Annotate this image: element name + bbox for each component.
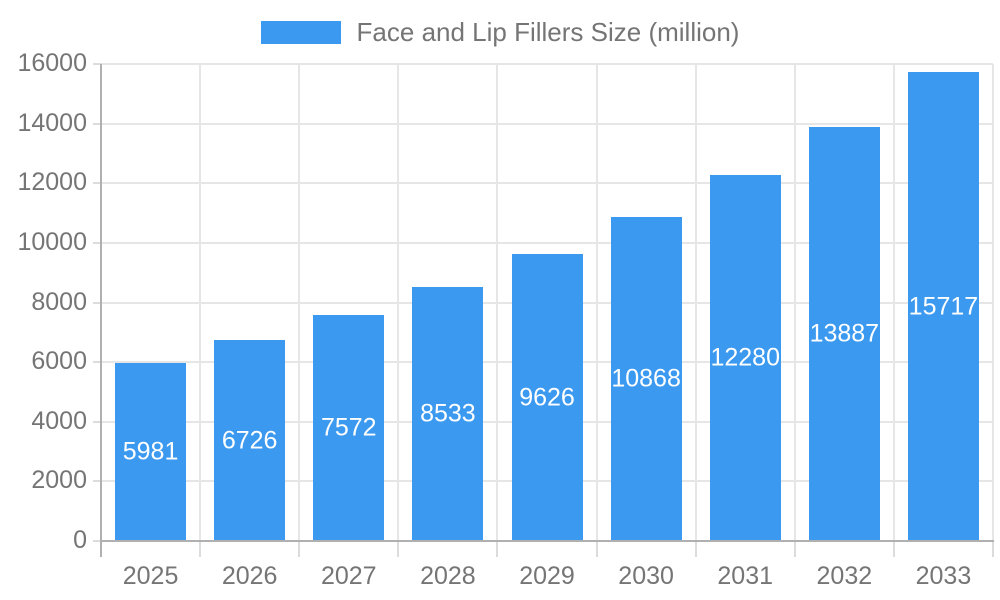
x-axis-tick [892,541,895,557]
y-gridline [101,241,993,244]
x-axis-label: 2030 [618,562,674,590]
y-axis-tick [93,241,101,244]
y-axis-label: 4000 [31,406,87,435]
x-gridline [992,64,994,541]
y-axis-tick [93,122,101,125]
x-gridline [892,64,895,541]
legend-label: Face and Lip Fillers Size (million) [356,17,740,47]
x-axis-tick [496,541,499,557]
bar-2030[interactable] [610,216,682,541]
y-axis-label: 12000 [17,168,87,197]
y-axis-tick [93,361,101,364]
x-gridline [199,64,202,541]
x-axis-tick [100,541,102,557]
x-gridline [595,64,598,541]
x-axis-tick [199,541,202,557]
x-axis-label: 2029 [519,562,575,590]
x-gridline [397,64,400,541]
y-axis-tick [93,182,101,185]
y-axis-label: 6000 [31,347,87,376]
y-axis-tick [93,301,101,304]
y-axis-tick [93,420,101,423]
x-axis-label: 2028 [420,562,476,590]
bar-2027[interactable] [313,315,385,541]
x-axis-tick [694,541,697,557]
bar-2032[interactable] [808,126,880,541]
bar-value-label: 13887 [809,319,880,348]
x-gridline [496,64,499,541]
y-gridline [101,122,993,125]
y-axis-tick [93,540,101,542]
x-axis-label: 2032 [816,562,873,590]
y-axis-line [100,64,102,541]
bar-2029[interactable] [511,254,583,541]
x-axis-tick [793,541,796,557]
bar-value-label: 9626 [519,383,575,411]
y-axis-tick [93,480,101,483]
y-gridline [101,63,993,65]
x-gridline [793,64,796,541]
x-axis-tick [595,541,598,557]
bar-2033[interactable] [907,72,979,541]
x-axis-label: 2027 [320,562,377,590]
x-gridline [298,64,301,541]
x-axis-label: 2033 [915,562,972,590]
y-axis-label: 10000 [17,227,87,256]
legend-swatch-icon [260,20,341,44]
bar-value-label: 6726 [221,426,278,455]
x-gridline [694,64,697,541]
y-axis-label: 2000 [31,466,87,495]
x-axis-label: 2025 [122,562,179,590]
x-axis-tick [298,541,301,557]
bar-value-label: 10868 [611,364,681,393]
x-axis-label: 2031 [717,562,774,590]
bar-value-label: 12280 [710,343,780,372]
x-axis-tick [397,541,400,557]
bar-2028[interactable] [412,286,484,541]
bar-value-label: 7572 [320,413,377,442]
bar-value-label: 8533 [420,399,476,428]
y-axis-tick [93,63,101,65]
y-axis-label: 16000 [17,49,87,77]
legend[interactable]: Face and Lip Fillers Size (million) [0,19,1000,45]
bar-value-label: 5981 [122,437,179,466]
x-axis-line [100,540,994,542]
y-axis-label: 8000 [31,287,87,316]
bar-2025[interactable] [115,362,187,541]
bar-value-label: 15717 [908,292,979,321]
bar-2026[interactable] [214,340,286,541]
y-gridline [101,182,993,185]
bar-2031[interactable] [709,174,781,541]
x-axis-tick [992,541,994,557]
x-axis-label: 2026 [221,562,278,590]
y-axis-label: 14000 [17,108,87,137]
y-axis-label: 0 [73,526,87,554]
